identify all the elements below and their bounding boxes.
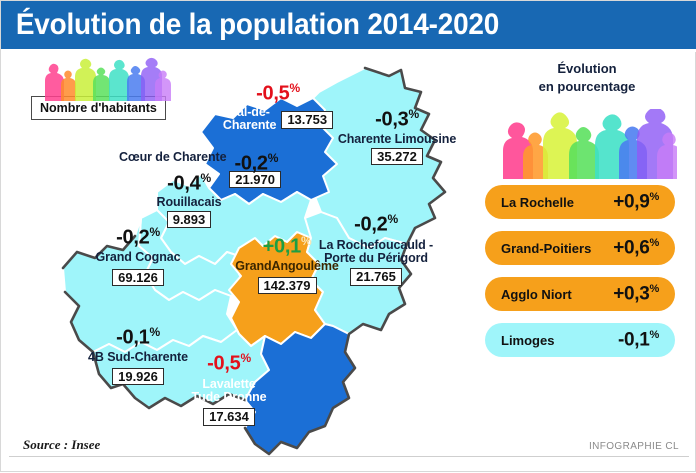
page-title: Évolution de la population 2014-2020 bbox=[15, 8, 500, 41]
map-name-lavalette-l2: Tude Dronne bbox=[191, 389, 267, 404]
pill-label-limoges: Limoges bbox=[501, 332, 555, 348]
pill-value-limoges: -0,1% bbox=[617, 328, 659, 351]
map-pop-grand-cognac: 69.126 bbox=[112, 268, 164, 287]
credit-label: INFOGRAPHIE CL bbox=[588, 441, 679, 452]
pill-value-grand-poitiers: +0,6% bbox=[613, 236, 659, 259]
map-name-la-rochefoucauld-l2: Porte du Périgord bbox=[324, 250, 428, 265]
map-name-lavalette-l1: Lavalette bbox=[202, 376, 256, 391]
map-pct-rouillacais: -0,4% bbox=[167, 171, 211, 195]
map-pop-coeur-de-charente: 21.970 bbox=[229, 170, 281, 189]
page-header: Évolution de la population 2014-2020 bbox=[1, 1, 696, 49]
map-outer-border-west bbox=[61, 234, 137, 270]
map-pct-grandangouleme: +0,1% bbox=[262, 234, 312, 258]
map-label-grand-cognac: -0,2% Grand Cognac 69.126 bbox=[73, 226, 203, 287]
map-pop-grandangouleme: 142.379 bbox=[257, 276, 317, 295]
map-name-charente-limousine: Charente Limousine bbox=[337, 131, 457, 146]
pill-agglo-niort[interactable]: Agglo Niort +0,3% bbox=[485, 277, 675, 312]
map-label-val-de-charente: -0,5% Val-de- Charente 13.753 bbox=[213, 82, 343, 132]
map-name-rouillacais: Rouillacais bbox=[156, 194, 222, 209]
pill-value-agglo-niort: +0,3% bbox=[613, 282, 659, 305]
map-pct-charente-limousine: -0,3% bbox=[375, 107, 419, 131]
evolution-panel: Évolution en pourcentage La Rochelle +0, bbox=[485, 60, 689, 369]
map-pop-charente-limousine: 35.272 bbox=[371, 147, 423, 166]
map-pop-la-rochefoucauld: 21.765 bbox=[350, 267, 402, 286]
map-pct-la-rochefoucauld: -0,2% bbox=[354, 212, 398, 236]
pill-limoges[interactable]: Limoges -0,1% bbox=[485, 323, 675, 358]
map-label-charente-limousine: -0,3% Charente Limousine 35.272 bbox=[327, 108, 467, 166]
panel-title-line2: en pourcentage bbox=[538, 78, 636, 94]
map-outer-border bbox=[243, 66, 447, 456]
people-group-icon bbox=[31, 57, 171, 101]
pill-label-agglo-niort: Agglo Niort bbox=[501, 286, 572, 302]
pill-value-la-rochelle: +0,9% bbox=[613, 190, 659, 213]
map-pop-val-de-charente: 13.753 bbox=[281, 110, 334, 129]
map-label-coeur-de-charente: Cœur de Charente -0,2% 21.970 bbox=[119, 146, 339, 189]
map-label-4b-sud-charente: -0,1% 4B Sud-Charente 19.926 bbox=[63, 326, 213, 386]
map-name-la-rochefoucauld-l1: La Rochefoucauld - bbox=[318, 237, 434, 252]
map-name-grand-cognac: Grand Cognac bbox=[95, 249, 181, 264]
map-pct-lavalette-tude-dronne: -0,5% bbox=[207, 351, 251, 375]
map-pct-grand-cognac: -0,2% bbox=[116, 225, 160, 249]
pill-label-la-rochelle: La Rochelle bbox=[501, 194, 574, 210]
map-label-grandangouleme: +0,1% GrandAngoulême 142.379 bbox=[217, 235, 357, 295]
map-outer-border-southwest bbox=[63, 290, 247, 410]
infographic-body: Nombre d'habitants bbox=[1, 52, 696, 473]
pill-la-rochelle[interactable]: La Rochelle +0,9% bbox=[485, 185, 675, 220]
map-name-grandangouleme: GrandAngoulême bbox=[235, 258, 339, 273]
map-pop-lavalette-tude-dronne: 17.634 bbox=[203, 407, 255, 426]
map-pop-4b-sud-charente: 19.926 bbox=[112, 367, 164, 386]
panel-title: Évolution en pourcentage bbox=[485, 60, 689, 95]
map-name-val-de-charente-l2: Charente bbox=[222, 117, 277, 132]
footer-divider bbox=[9, 456, 689, 457]
map-pct-coeur-de-charente: -0,2% bbox=[234, 151, 279, 175]
map-name-val-de-charente-l1: Val-de- bbox=[229, 104, 270, 119]
map-label-rouillacais: -0,4% Rouillacais 9.893 bbox=[129, 172, 249, 229]
map-pct-4b-sud-charente: -0,1% bbox=[116, 325, 160, 349]
legend-nombre-habitants: Nombre d'habitants bbox=[31, 57, 181, 120]
people-group-icon bbox=[497, 107, 682, 180]
map-name-4b-sud-charente: 4B Sud-Charente bbox=[88, 349, 188, 364]
pill-label-grand-poitiers: Grand-Poitiers bbox=[501, 240, 592, 256]
header-divider bbox=[1, 49, 696, 52]
map-label-la-rochefoucauld: -0,2% La Rochefoucauld - Porte du Périgo… bbox=[301, 213, 451, 286]
map-pop-rouillacais: 9.893 bbox=[166, 210, 212, 229]
map-name-coeur-de-charente: Cœur de Charente bbox=[119, 149, 227, 164]
panel-title-line1: Évolution bbox=[557, 61, 617, 76]
pill-grand-poitiers[interactable]: Grand-Poitiers +0,6% bbox=[485, 231, 675, 266]
source-label: Source : Insee bbox=[23, 437, 101, 452]
map-pct-val-de-charente: -0,5% bbox=[256, 81, 300, 105]
map-label-lavalette-tude-dronne: -0,5% Lavalette Tude Dronne 17.634 bbox=[159, 352, 299, 426]
